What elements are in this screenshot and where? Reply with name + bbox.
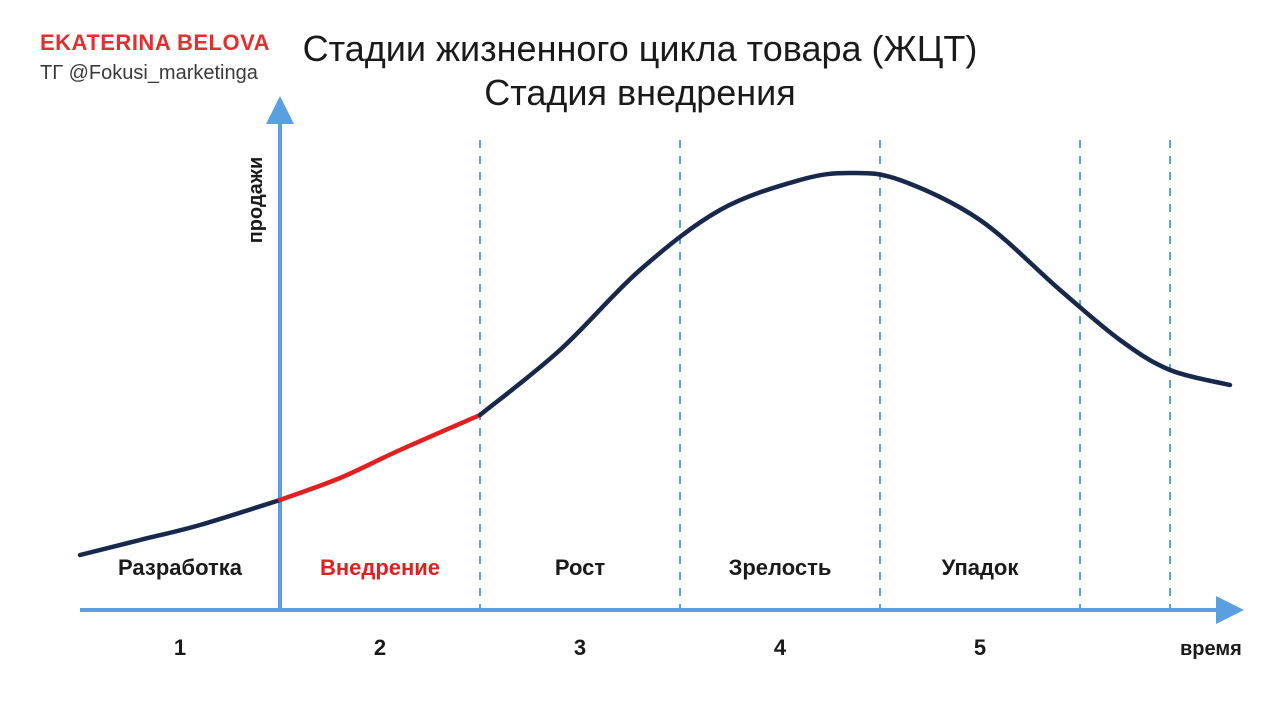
curve-segment-right <box>480 173 1230 415</box>
tick-number: 5 <box>974 635 986 660</box>
tick-number: 1 <box>174 635 186 660</box>
y-axis-label: продажи <box>245 157 267 244</box>
stage-labels: Разработка Внедрение Рост Зрелость Упадок <box>118 555 1019 580</box>
stage-dividers <box>480 140 1170 608</box>
stage-label: Внедрение <box>320 555 440 580</box>
stage-label: Упадок <box>942 555 1020 580</box>
tick-numbers: 1 2 3 4 5 <box>174 635 986 660</box>
tick-number: 4 <box>774 635 787 660</box>
stage-label: Рост <box>555 555 606 580</box>
curve-segment-left <box>80 500 280 555</box>
lifecycle-chart: продажи время Разработка Внедрение Рост Зре… <box>0 0 1280 720</box>
tick-number: 2 <box>374 635 386 660</box>
x-axis-label: время <box>1180 638 1242 660</box>
stage-label: Зрелость <box>729 555 832 580</box>
tick-number: 3 <box>574 635 586 660</box>
stage-label: Разработка <box>118 555 243 580</box>
curve-segment-highlight <box>280 415 480 500</box>
